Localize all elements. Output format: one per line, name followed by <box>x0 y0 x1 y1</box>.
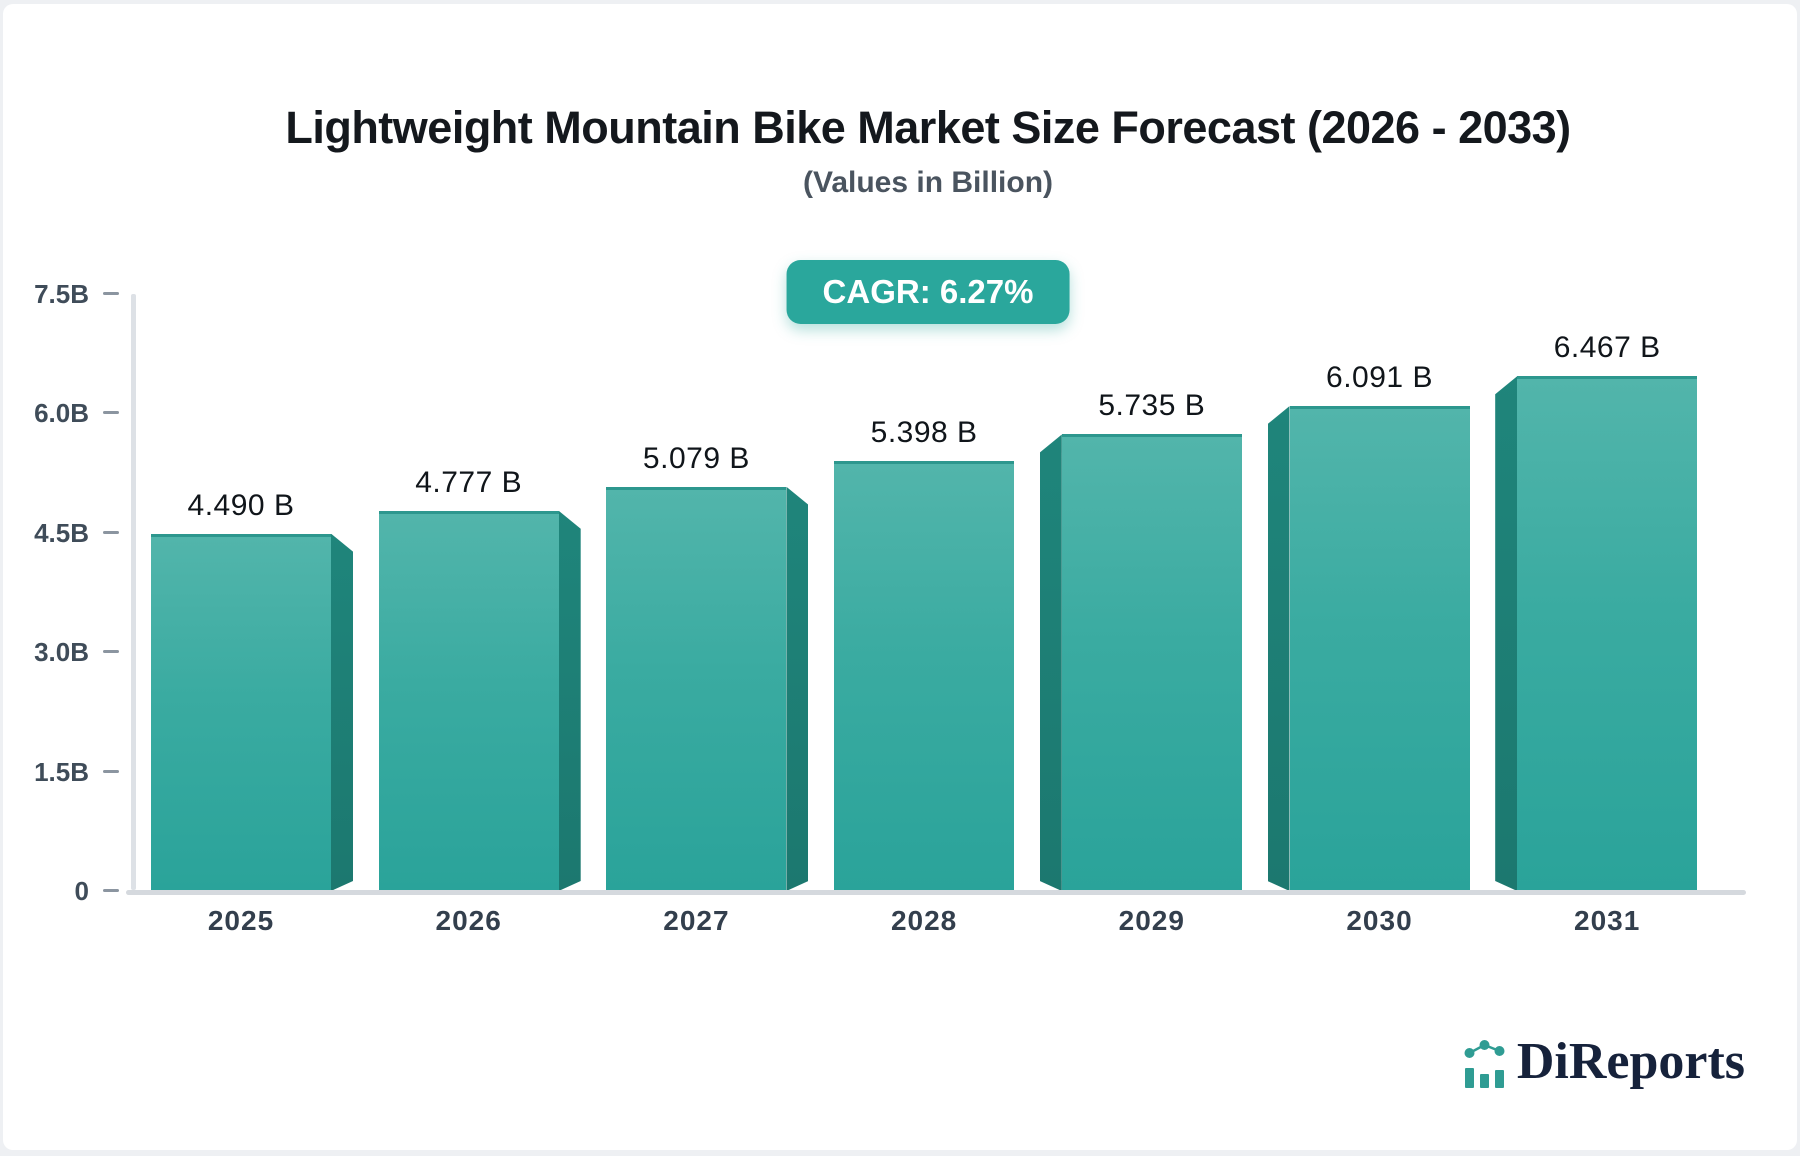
y-tick-mark <box>103 292 119 295</box>
bar-value-label-2029: 5.735 B <box>1098 389 1206 423</box>
y-tick-label-0: 0 <box>74 876 89 906</box>
bar-value-label-2031: 6.467 B <box>1553 331 1661 365</box>
chart-title: Lightweight Mountain Bike Market Size Fo… <box>285 102 1571 153</box>
y-tick-label-3.0B: 3.0B <box>34 637 89 668</box>
bar-side-face-2026 <box>559 511 581 891</box>
y-tick-label-1.5B: 1.5B <box>34 756 89 787</box>
bar-2031[interactable] <box>1517 376 1698 891</box>
x-axis-label-2027: 2027 <box>663 905 730 936</box>
chart-subtitle: (Values in Billion) <box>802 166 1054 199</box>
bar-side-face-2031 <box>1495 376 1517 891</box>
bar-value-label-2027: 5.079 B <box>642 441 750 475</box>
bar-side-face-2029 <box>1040 434 1062 891</box>
x-axis-label-2031: 2031 <box>1574 905 1641 936</box>
bar-side-face-2030 <box>1268 406 1290 891</box>
y-tick-mark <box>103 530 119 534</box>
x-axis-label-2029: 2029 <box>1118 905 1185 936</box>
cagr-badge: CAGR: 6.27% <box>786 260 1070 324</box>
x-axis-label-2026: 2026 <box>435 905 502 936</box>
y-axis-line <box>131 294 136 890</box>
bar-2025[interactable] <box>151 533 331 891</box>
bar-side-face-2025 <box>331 534 353 891</box>
logo-text: DiReports <box>1516 1033 1745 1090</box>
bar-value-label-2026: 4.777 B <box>415 465 523 499</box>
brand-logo[interactable]: DiReports <box>1463 1034 1745 1090</box>
x-axis-label-2030: 2030 <box>1346 905 1413 936</box>
bar-value-label-2025: 4.490 B <box>187 488 295 522</box>
bar-value-label-2030: 6.091 B <box>1326 361 1433 395</box>
bar-2030[interactable] <box>1289 406 1470 891</box>
chart-card: Lightweight Mountain Bike Market Size Fo… <box>3 4 1797 1150</box>
y-tick-mark <box>103 411 119 415</box>
bar-line-chart-icon <box>1464 1040 1505 1088</box>
bar-2029[interactable] <box>1061 434 1242 891</box>
x-axis-label-2025: 2025 <box>207 905 275 936</box>
bar-side-face-2027 <box>786 487 808 891</box>
bar-2028[interactable] <box>834 461 1015 891</box>
x-axis-baseline <box>126 890 1746 895</box>
y-tick-mark <box>103 769 119 773</box>
x-axis-label-2028: 2028 <box>890 905 958 936</box>
y-tick-label-7.5B: 7.5B <box>34 279 89 309</box>
y-tick-label-6.0B: 6.0B <box>34 398 89 429</box>
y-tick-mark <box>103 650 119 654</box>
y-tick-label-4.5B: 4.5B <box>34 517 89 548</box>
y-tick-mark <box>103 889 119 892</box>
bar-2026[interactable] <box>378 510 559 891</box>
bar-value-label-2028: 5.398 B <box>870 416 978 450</box>
bar-2027[interactable] <box>606 486 787 891</box>
